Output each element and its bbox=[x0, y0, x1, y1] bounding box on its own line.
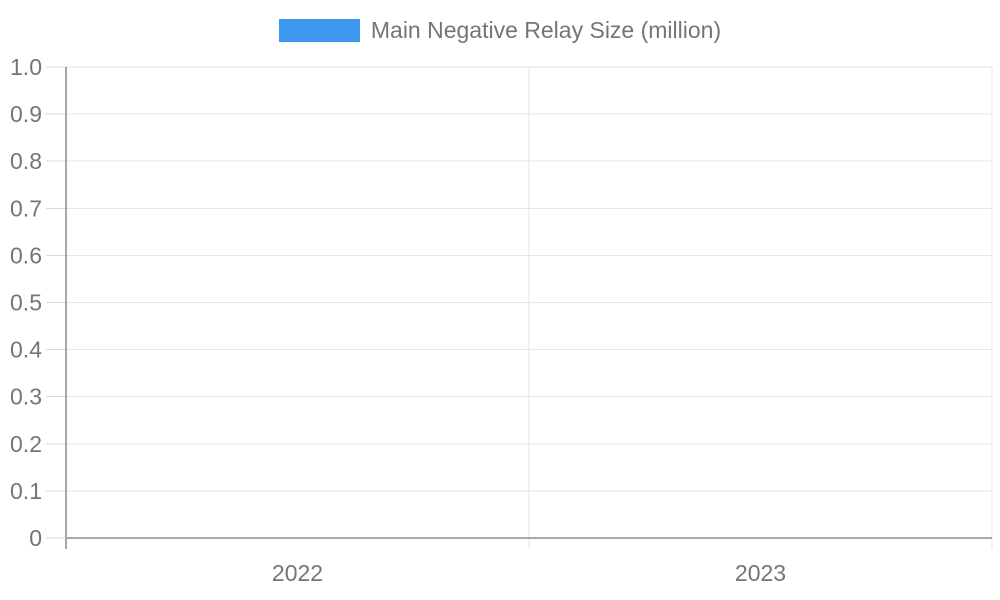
legend-swatch bbox=[278, 19, 360, 42]
y-axis-tick-label: 0.9 bbox=[10, 101, 42, 127]
legend-label: Main Negative Relay Size (million) bbox=[370, 17, 722, 43]
y-axis-tick-label: 0.5 bbox=[10, 290, 42, 316]
y-axis-tick-label: 0.1 bbox=[10, 478, 42, 504]
y-axis-tick-label: 0.2 bbox=[10, 431, 42, 457]
y-axis-tick-label: 0 bbox=[29, 525, 42, 551]
chart-legend[interactable]: Main Negative Relay Size (million) bbox=[0, 19, 1000, 42]
y-axis-tick-label: 1.0 bbox=[10, 54, 42, 80]
y-axis-tick-label: 0.6 bbox=[10, 242, 42, 268]
x-axis-tick-label: 2023 bbox=[735, 560, 786, 586]
y-axis-tick-label: 0.4 bbox=[10, 337, 42, 363]
y-axis-tick-label: 0.8 bbox=[10, 148, 42, 174]
x-axis-tick-label: 2022 bbox=[272, 560, 323, 586]
y-axis-tick-label: 0.3 bbox=[10, 384, 42, 410]
y-axis-tick-label: 0.7 bbox=[10, 195, 42, 221]
